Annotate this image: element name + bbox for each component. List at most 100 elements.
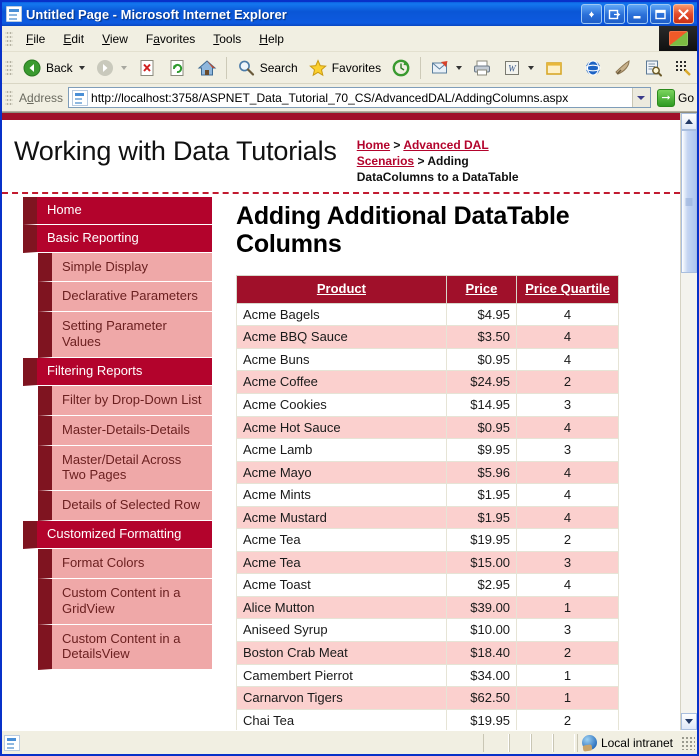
detach-tab-button[interactable] — [604, 4, 625, 24]
stop-button[interactable] — [132, 55, 162, 81]
page-vertical-scrollbar[interactable] — [680, 113, 697, 730]
search-label: Search — [259, 60, 298, 75]
edit-dropdown-icon[interactable] — [528, 65, 535, 70]
sidebar-item-home[interactable]: Home — [23, 196, 212, 225]
scroll-up-button[interactable] — [681, 113, 697, 130]
cell-price-quartile: 2 — [516, 641, 619, 665]
maximize-button[interactable] — [650, 4, 671, 24]
breadcrumb-link-home[interactable]: Home — [356, 138, 391, 152]
menu-item-tools-rest: ools — [219, 31, 242, 46]
sidebar-item-custom-content-in-a-gridview[interactable]: Custom Content in a GridView — [38, 578, 212, 625]
history-button[interactable] — [386, 55, 416, 81]
encoding-button[interactable] — [668, 55, 698, 81]
close-button[interactable] — [673, 4, 694, 24]
sidebar-item-format-colors[interactable]: Format Colors — [38, 549, 212, 579]
address-dropdown-button[interactable] — [631, 88, 650, 107]
cell-price-quartile: 4 — [516, 505, 619, 530]
sidebar-item-label: Basic Reporting — [47, 229, 139, 245]
column-header-product[interactable]: Product — [236, 274, 447, 304]
sidebar-item-basic-reporting[interactable]: Basic Reporting — [23, 224, 212, 253]
table-row: Camembert Pierrot $34.00 1 — [236, 663, 619, 688]
mail-button[interactable] — [425, 55, 467, 81]
sidebar-item-label: Customized Formatting — [47, 526, 182, 542]
cell-price: $4.95 — [445, 302, 518, 327]
cell-product: Acme Cookies — [236, 392, 447, 417]
sort-link-product[interactable]: Product — [316, 280, 366, 296]
back-icon — [22, 58, 42, 78]
mail-dropdown-icon[interactable] — [456, 65, 463, 70]
cell-product: Acme Toast — [236, 573, 447, 597]
resize-grip-icon[interactable] — [681, 735, 695, 750]
edit-word-button[interactable]: W — [497, 55, 539, 81]
sidebar-item-label: Setting Parameter Values — [62, 318, 167, 350]
favorites-button[interactable]: Favorites — [303, 55, 386, 81]
column-header-price[interactable]: Price — [445, 274, 518, 304]
cell-product: Camembert Pierrot — [236, 663, 447, 688]
search-button[interactable]: Search — [231, 55, 303, 81]
status-zone[interactable]: Local intranet — [576, 733, 679, 752]
sidebar-item-declarative-parameters[interactable]: Declarative Parameters — [38, 282, 212, 313]
go-button[interactable]: ➞ Go — [656, 88, 694, 107]
scroll-down-button[interactable] — [681, 713, 697, 730]
menu-item-edit-rest: dit — [71, 31, 85, 46]
table-row: Acme Lamb $9.95 3 — [236, 438, 619, 462]
sidebar-item-label: Master/Detail Across Two Pages — [62, 451, 182, 483]
encoding-icon — [673, 58, 693, 78]
minimize-button[interactable] — [627, 4, 648, 24]
sidebar-item-filtering-reports[interactable]: Filtering Reports — [23, 358, 212, 386]
cell-product: Acme Coffee — [236, 370, 447, 394]
sort-link-price[interactable]: Price — [465, 280, 498, 296]
sidebar-item-customized-formatting[interactable]: Customized Formatting — [23, 521, 212, 550]
column-header-price-quartile[interactable]: Price Quartile — [516, 274, 619, 304]
discuss-button[interactable] — [608, 55, 638, 81]
sidebar-item-filter-by-drop-down-list[interactable]: Filter by Drop-Down List — [38, 385, 212, 416]
breadcrumb-link-section[interactable]: Advanced DAL Scenarios — [356, 138, 489, 168]
sidebar-item-custom-content-in-a-detailsview[interactable]: Custom Content in a DetailsView — [38, 624, 212, 671]
refresh-button[interactable] — [162, 55, 192, 81]
address-input-wrapper[interactable]: http://localhost:3758/ASPNET_Data_Tutori… — [68, 87, 651, 108]
messenger-button[interactable] — [578, 55, 608, 81]
window-title: Untitled Page - Microsoft Internet Explo… — [26, 6, 287, 22]
cell-price: $0.95 — [445, 347, 518, 372]
table-row: Acme Bagels $4.95 4 — [236, 302, 619, 327]
breadcrumb-sep-1: > — [390, 138, 404, 152]
sort-link-price-quartile[interactable]: Price Quartile — [525, 280, 610, 296]
toolbar-gripper[interactable] — [5, 58, 13, 77]
print-button[interactable] — [467, 55, 497, 81]
sidebar-item-master-detail-across-two-pages[interactable]: Master/Detail Across Two Pages — [38, 445, 212, 492]
go-label: Go — [677, 90, 694, 105]
chevron-down-icon — [685, 719, 693, 724]
home-button[interactable] — [192, 55, 222, 81]
cell-price-quartile: 4 — [516, 302, 619, 327]
address-input[interactable]: http://localhost:3758/ASPNET_Data_Tutori… — [91, 90, 569, 105]
menu-item-help[interactable]: Help — [259, 31, 284, 46]
cell-price-quartile: 3 — [516, 618, 619, 642]
notes-button[interactable] — [539, 55, 569, 81]
sidebar-item-simple-display[interactable]: Simple Display — [38, 252, 212, 283]
cell-price-quartile: 1 — [516, 686, 619, 710]
cell-price: $62.50 — [445, 686, 518, 710]
address-gripper[interactable] — [5, 88, 13, 107]
cell-price-quartile: 4 — [516, 483, 619, 507]
back-button[interactable]: Back — [17, 55, 90, 81]
back-dropdown-icon[interactable] — [78, 65, 85, 70]
cell-price-quartile: 3 — [516, 550, 619, 575]
sidebar-item-setting-parameter-values[interactable]: Setting Parameter Values — [38, 312, 212, 359]
sidebar-item-master-details-details[interactable]: Master-Details-Details — [38, 415, 212, 446]
forward-button[interactable] — [90, 55, 132, 81]
table-row: Aniseed Syrup $10.00 3 — [236, 618, 619, 642]
scrollbar-thumb[interactable] — [681, 130, 697, 273]
table-row: Acme Coffee $24.95 2 — [236, 370, 619, 394]
cell-price: $1.95 — [445, 483, 518, 507]
search-icon — [236, 58, 256, 78]
table-row: Acme Cookies $14.95 3 — [236, 392, 619, 417]
menu-item-file[interactable]: File — [26, 31, 46, 46]
menu-gripper[interactable] — [5, 29, 13, 48]
restore-group-button[interactable] — [581, 4, 602, 24]
sidebar-item-details-of-selected-row[interactable]: Details of Selected Row — [38, 491, 212, 522]
research-button[interactable] — [638, 55, 668, 81]
menu-item-tools[interactable]: Tools — [213, 31, 242, 46]
menu-item-view[interactable]: View — [102, 31, 128, 46]
menu-item-edit[interactable]: Edit — [63, 31, 85, 46]
menu-item-favorites[interactable]: Favorites — [145, 31, 196, 46]
